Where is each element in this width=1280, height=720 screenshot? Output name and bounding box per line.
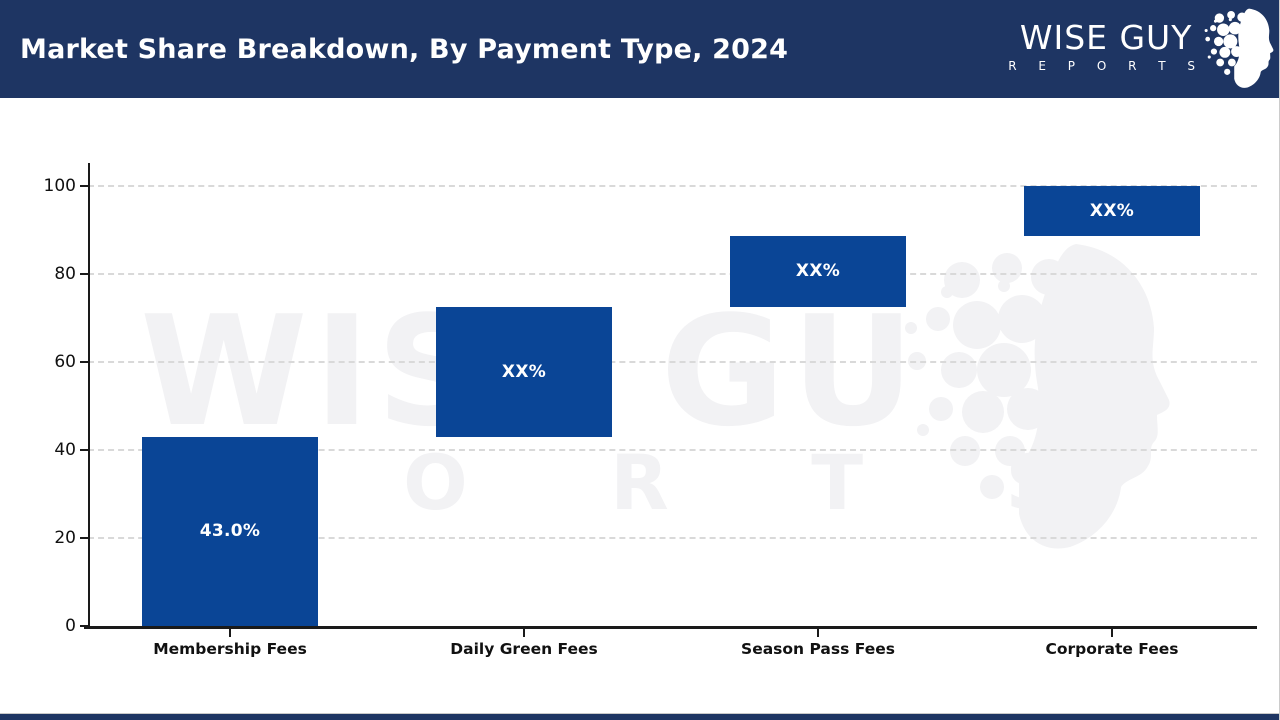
y-tick-label-0: 0	[65, 616, 76, 636]
y-tick-mark-60	[80, 360, 88, 363]
gridline-100	[88, 184, 1257, 187]
bar-2: XX%	[436, 306, 612, 437]
x-tick-mark-3	[817, 629, 819, 637]
bar-1: 43.0%	[142, 436, 318, 626]
y-tick-label-20: 20	[54, 527, 76, 548]
gridline-40	[88, 448, 1257, 451]
footer-bar	[0, 713, 1279, 720]
y-tick-mark-80	[80, 272, 88, 275]
bar-value-label-3: XX%	[795, 261, 841, 282]
bar-value-label-1: 43.0%	[199, 521, 261, 542]
y-tick-label-40: 40	[54, 439, 76, 460]
bar-4: XX%	[1024, 185, 1200, 236]
waterfall-chart: 0 20 40 60 80 100 43.0% Membership Fees XX% Daily…	[0, 98, 1279, 713]
brand-name: WISE GUY	[1019, 18, 1193, 57]
gridline-80	[88, 272, 1257, 275]
x-tick-mark-1	[229, 629, 231, 637]
y-tick-mark-100	[80, 184, 88, 187]
x-tick-mark-4	[1111, 629, 1113, 637]
brand-face-icon	[1204, 8, 1274, 88]
watermark-text-line2: P O R T S	[205, 438, 1119, 527]
y-tick-mark-20	[80, 536, 88, 539]
x-tick-mark-2	[523, 629, 525, 637]
y-tick-label-60: 60	[54, 351, 76, 372]
header-bar: Market Share Breakdown, By Payment Type,…	[0, 0, 1279, 98]
bar-3: XX%	[730, 235, 906, 307]
brand-logo-text: WISE GUY R E P O R T S	[1008, 18, 1204, 73]
y-tick-label-100: 100	[43, 175, 76, 196]
x-axis-line	[84, 626, 1257, 629]
brand-logo: WISE GUY R E P O R T S	[1000, 0, 1274, 98]
brand-subtitle: R E P O R T S	[1008, 59, 1204, 73]
watermark-face-icon	[905, 244, 1170, 549]
bar-value-label-4: XX%	[1089, 200, 1135, 221]
y-axis-line	[88, 163, 90, 626]
y-tick-label-80: 80	[54, 263, 76, 284]
y-tick-mark-40	[80, 448, 88, 451]
gridline-20	[88, 536, 1257, 539]
x-tick-label-1: Membership Fees	[153, 640, 307, 658]
x-tick-label-2: Daily Green Fees	[450, 640, 598, 658]
x-tick-label-4: Corporate Fees	[1045, 640, 1179, 658]
bar-value-label-2: XX%	[501, 361, 547, 382]
gridline-60	[88, 360, 1257, 363]
page-title: Market Share Breakdown, By Payment Type,…	[20, 33, 789, 65]
x-tick-label-3: Season Pass Fees	[741, 640, 895, 658]
